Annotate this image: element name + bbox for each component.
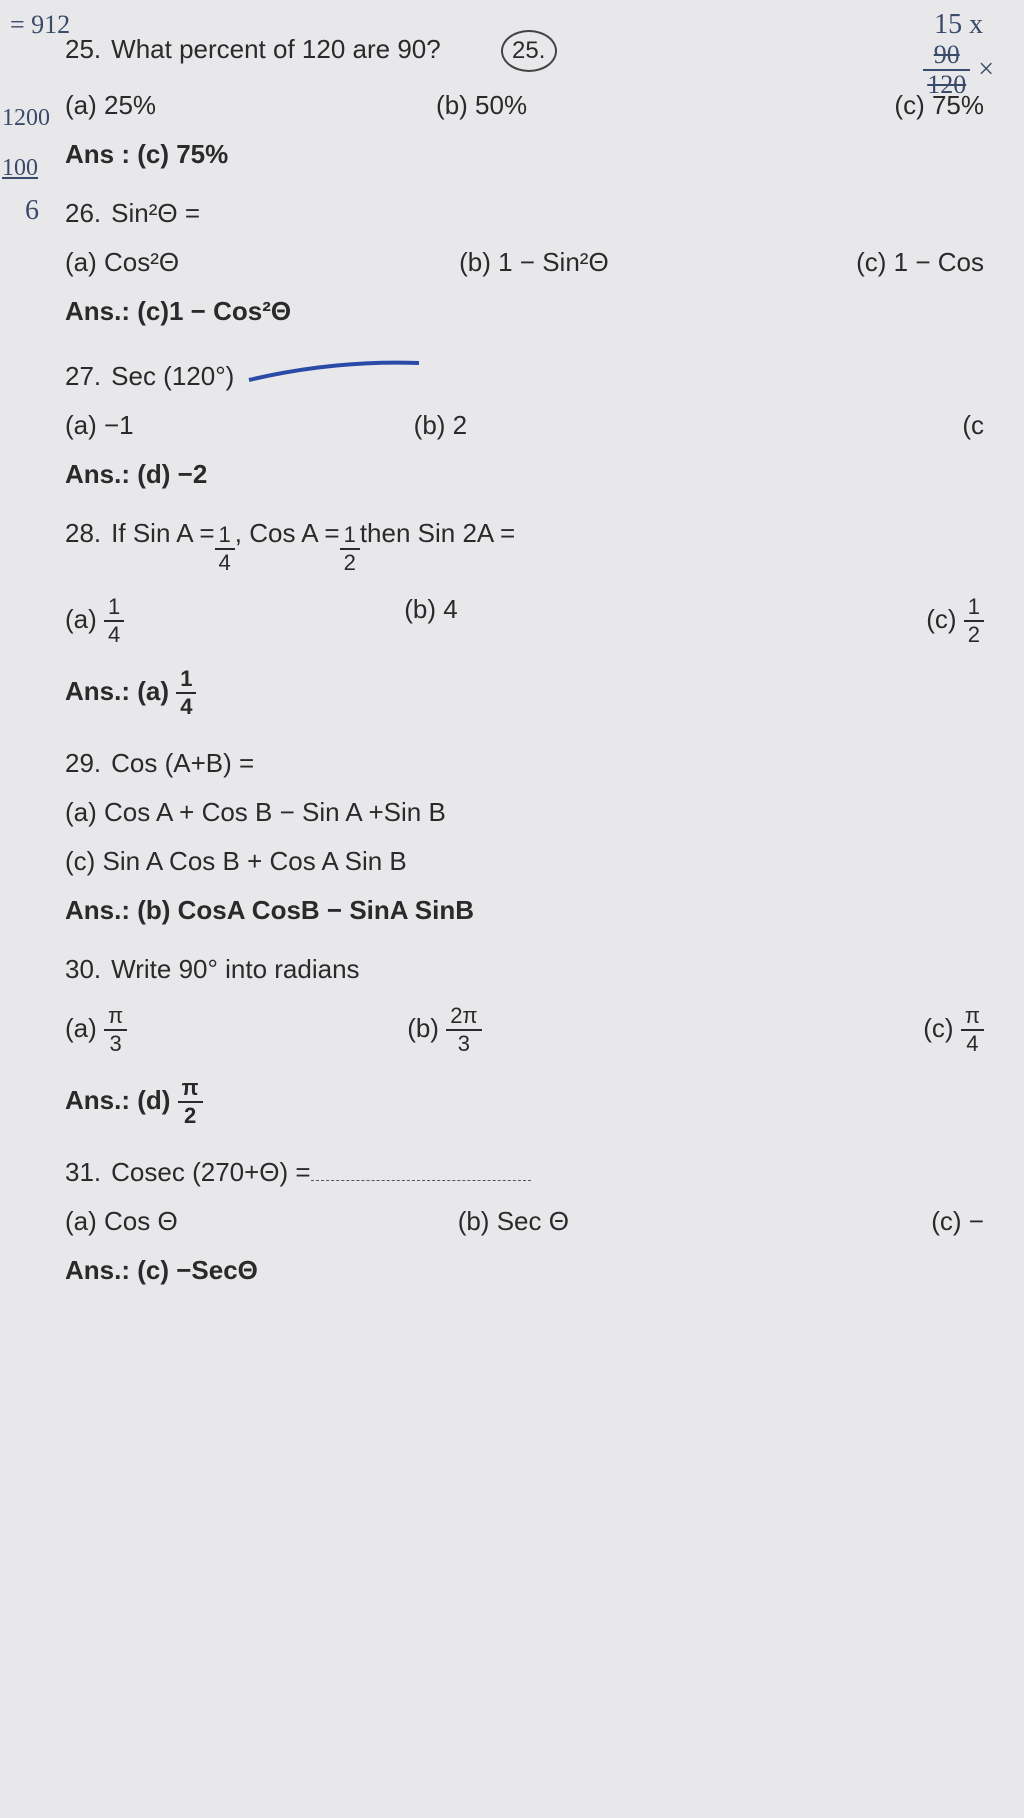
q30-ans-num: π bbox=[178, 1075, 203, 1103]
q28-text-pre: If Sin A = bbox=[111, 518, 214, 549]
q28-opt-a: (a) 1 4 bbox=[65, 594, 124, 648]
q25-opt-a: (a) 25% bbox=[65, 90, 156, 121]
q30-number: 30. bbox=[65, 954, 101, 985]
q30-answer-pre: Ans.: (d) bbox=[65, 1085, 178, 1115]
question-27: 27. Sec (120°) (a) −1 (b) 2 (c Ans.: (d)… bbox=[20, 355, 1004, 490]
q30-text: Write 90° into radians bbox=[111, 954, 359, 985]
q30-opt-b-pre: (b) bbox=[407, 1013, 446, 1043]
q26-text: Sin²Θ = bbox=[111, 198, 200, 229]
q30-opt-a-den: 3 bbox=[104, 1031, 127, 1057]
q28-answer-pre: Ans.: (a) bbox=[65, 676, 176, 706]
q30-opt-c-den: 4 bbox=[961, 1031, 984, 1057]
q28-frac1-den: 4 bbox=[215, 550, 235, 576]
q28-text-mid: , Cos A = bbox=[235, 518, 340, 549]
q29-opt-c: (c) Sin A Cos B + Cos A Sin B bbox=[65, 846, 944, 877]
q28-opt-c: (c) 1 2 bbox=[926, 594, 984, 648]
q27-opt-c: (c bbox=[962, 410, 984, 441]
q31-blank bbox=[311, 1180, 531, 1181]
q30-opt-b-den: 3 bbox=[446, 1031, 481, 1057]
handwritten-1200: 1200 bbox=[2, 105, 50, 132]
q26-answer: Ans.: (c)1 − Cos²Θ bbox=[65, 296, 291, 326]
q28-opt-a-num: 1 bbox=[104, 594, 124, 622]
q31-opt-c: (c) − bbox=[931, 1206, 984, 1237]
q30-opt-a-pre: (a) bbox=[65, 1013, 104, 1043]
q26-opt-c: (c) 1 − Cos bbox=[856, 247, 984, 278]
q30-opt-a-num: π bbox=[104, 1003, 127, 1031]
q26-number: 26. bbox=[65, 198, 101, 229]
q30-opt-a: (a) π 3 bbox=[65, 1003, 127, 1057]
q25-number: 25. bbox=[65, 34, 101, 65]
handwritten-6: 6 bbox=[25, 195, 39, 227]
q25-answer: Ans : (c) 75% bbox=[65, 139, 228, 169]
q28-opt-c-den: 2 bbox=[964, 622, 984, 648]
q26-opt-b: (b) 1 − Sin²Θ bbox=[459, 247, 609, 278]
question-26: 26. Sin²Θ = (a) Cos²Θ (b) 1 − Sin²Θ (c) … bbox=[20, 198, 1004, 327]
q29-opt-a: (a) Cos A + Cos B − Sin A +Sin B bbox=[65, 797, 944, 828]
q30-opt-c: (c) π 4 bbox=[923, 1003, 984, 1057]
q25-circled: 25. bbox=[501, 30, 557, 72]
q28-opt-c-num: 1 bbox=[964, 594, 984, 622]
q28-frac1-num: 1 bbox=[215, 522, 235, 550]
q31-number: 31. bbox=[65, 1157, 101, 1188]
question-29: 29. Cos (A+B) = (a) Cos A + Cos B − Sin … bbox=[20, 748, 1004, 926]
handwritten-912: = 912 bbox=[10, 10, 70, 40]
q31-text: Cosec (270+Θ) = bbox=[111, 1157, 310, 1188]
q27-text: Sec (120°) bbox=[111, 361, 234, 392]
q28-ans-den: 4 bbox=[176, 694, 196, 720]
blue-stroke-icon bbox=[244, 355, 424, 385]
question-25: 25. What percent of 120 are 90? 25. (a) … bbox=[20, 30, 1004, 170]
q28-opt-a-den: 4 bbox=[104, 622, 124, 648]
q28-text-post: then Sin 2A = bbox=[360, 518, 515, 549]
q28-opt-b: (b) 4 bbox=[404, 594, 457, 648]
q27-number: 27. bbox=[65, 361, 101, 392]
q30-ans-den: 2 bbox=[178, 1103, 203, 1129]
q25-opt-b: (b) 50% bbox=[436, 90, 527, 121]
question-31: 31. Cosec (270+Θ) = (a) Cos Θ (b) Sec Θ … bbox=[20, 1157, 1004, 1286]
q31-answer: Ans.: (c) −SecΘ bbox=[65, 1255, 258, 1285]
q30-opt-c-num: π bbox=[961, 1003, 984, 1031]
q30-opt-b: (b) 2π 3 bbox=[407, 1003, 481, 1057]
q29-text: Cos (A+B) = bbox=[111, 748, 254, 779]
q28-opt-c-pre: (c) bbox=[926, 604, 964, 634]
hw-times: × bbox=[978, 55, 994, 86]
q26-opt-a: (a) Cos²Θ bbox=[65, 247, 179, 278]
q27-opt-b: (b) 2 bbox=[414, 410, 467, 441]
q28-frac2-den: 2 bbox=[340, 550, 360, 576]
q29-answer: Ans.: (b) CosA CosB − SinA SinB bbox=[65, 895, 474, 925]
q31-opt-a: (a) Cos Θ bbox=[65, 1206, 178, 1237]
q30-opt-b-num: 2π bbox=[446, 1003, 481, 1031]
q27-opt-a: (a) −1 bbox=[65, 410, 134, 441]
q28-opt-a-pre: (a) bbox=[65, 604, 104, 634]
q27-answer: Ans.: (d) −2 bbox=[65, 459, 207, 489]
question-30: 30. Write 90° into radians (a) π 3 (b) 2… bbox=[20, 954, 1004, 1129]
q25-text: What percent of 120 are 90? bbox=[111, 34, 441, 65]
q28-number: 28. bbox=[65, 518, 101, 549]
hw-15: 15 x bbox=[934, 9, 983, 40]
q30-opt-c-pre: (c) bbox=[923, 1013, 961, 1043]
handwritten-100: 100 bbox=[2, 155, 38, 182]
question-28: 28. If Sin A = 1 4 , Cos A = 1 2 then Si… bbox=[20, 518, 1004, 720]
q28-frac2-num: 1 bbox=[340, 522, 360, 550]
q29-number: 29. bbox=[65, 748, 101, 779]
hw-frac-num: 90 bbox=[923, 41, 970, 72]
q28-ans-num: 1 bbox=[176, 666, 196, 694]
q31-opt-b: (b) Sec Θ bbox=[458, 1206, 569, 1237]
handwritten-top-right: 15 x 90 120 × bbox=[923, 10, 994, 100]
hw-frac-den: 120 bbox=[923, 71, 970, 100]
